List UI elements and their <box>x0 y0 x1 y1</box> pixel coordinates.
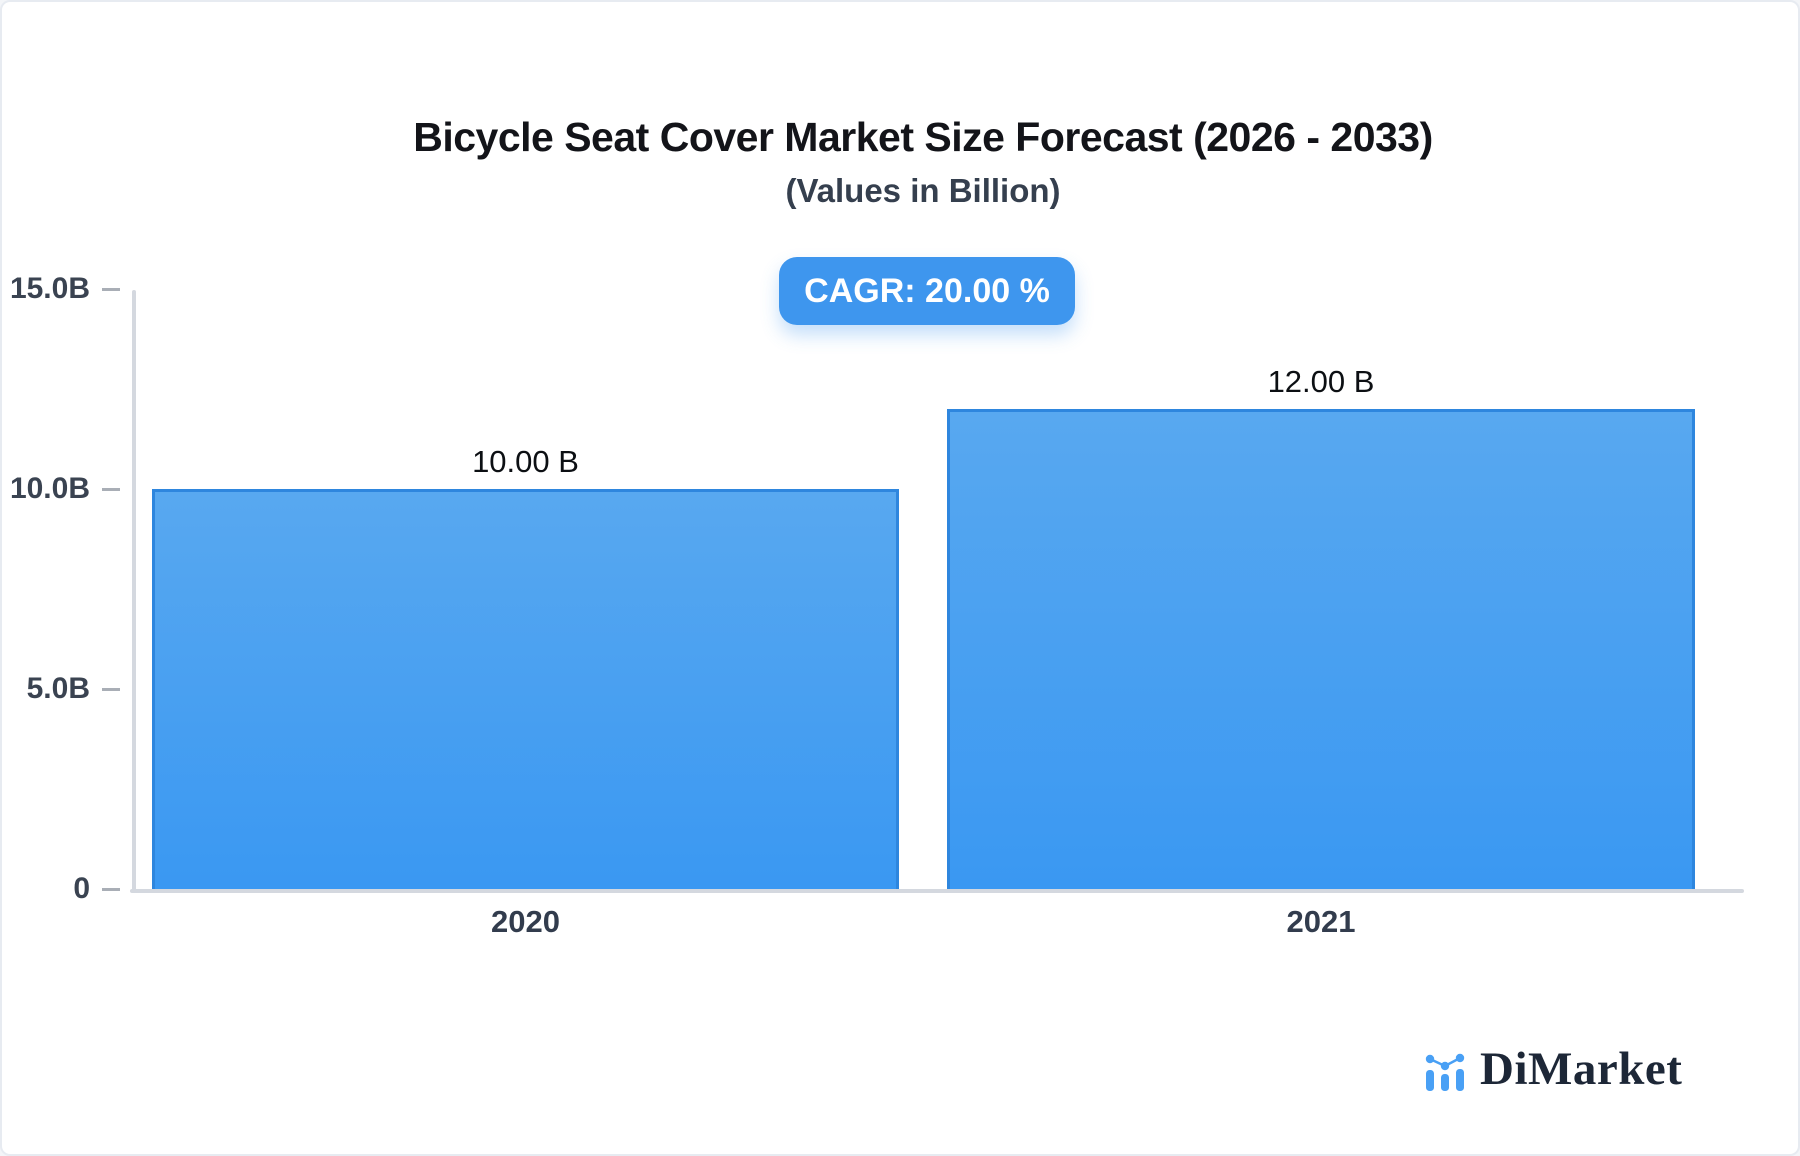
bar-2020[interactable] <box>152 489 899 889</box>
bar-2021[interactable] <box>947 409 1695 889</box>
y-axis-tick-label: 10.0B <box>9 472 90 505</box>
y-axis-tick-mark <box>102 488 120 491</box>
y-axis-tick-label: 15.0B <box>9 272 90 305</box>
brand-logo: DiMarket <box>1422 1042 1682 1096</box>
y-axis-line <box>132 290 136 893</box>
chart-subtitle: (Values in Billion) <box>785 172 1061 209</box>
y-axis-tick-mark <box>102 888 120 891</box>
x-axis-tick-label: 2021 <box>1286 904 1356 939</box>
y-axis-tick-label: 0 <box>73 872 90 905</box>
bar-value-label: 10.00 B <box>472 444 579 479</box>
y-axis-tick-mark <box>102 688 120 691</box>
y-axis-tick-mark <box>102 288 120 291</box>
y-axis-tick-label: 5.0B <box>26 672 90 705</box>
x-axis-line <box>130 889 1744 893</box>
brand-name: DiMarket <box>1480 1043 1683 1095</box>
bar-value-label: 12.00 B <box>1267 364 1375 399</box>
bar-chart-logo-icon <box>1422 1045 1468 1093</box>
chart-title: Bicycle Seat Cover Market Size Forecast … <box>413 114 1433 160</box>
x-axis-tick-label: 2020 <box>491 904 560 939</box>
cagr-badge: CAGR: 20.00 % <box>779 257 1075 325</box>
